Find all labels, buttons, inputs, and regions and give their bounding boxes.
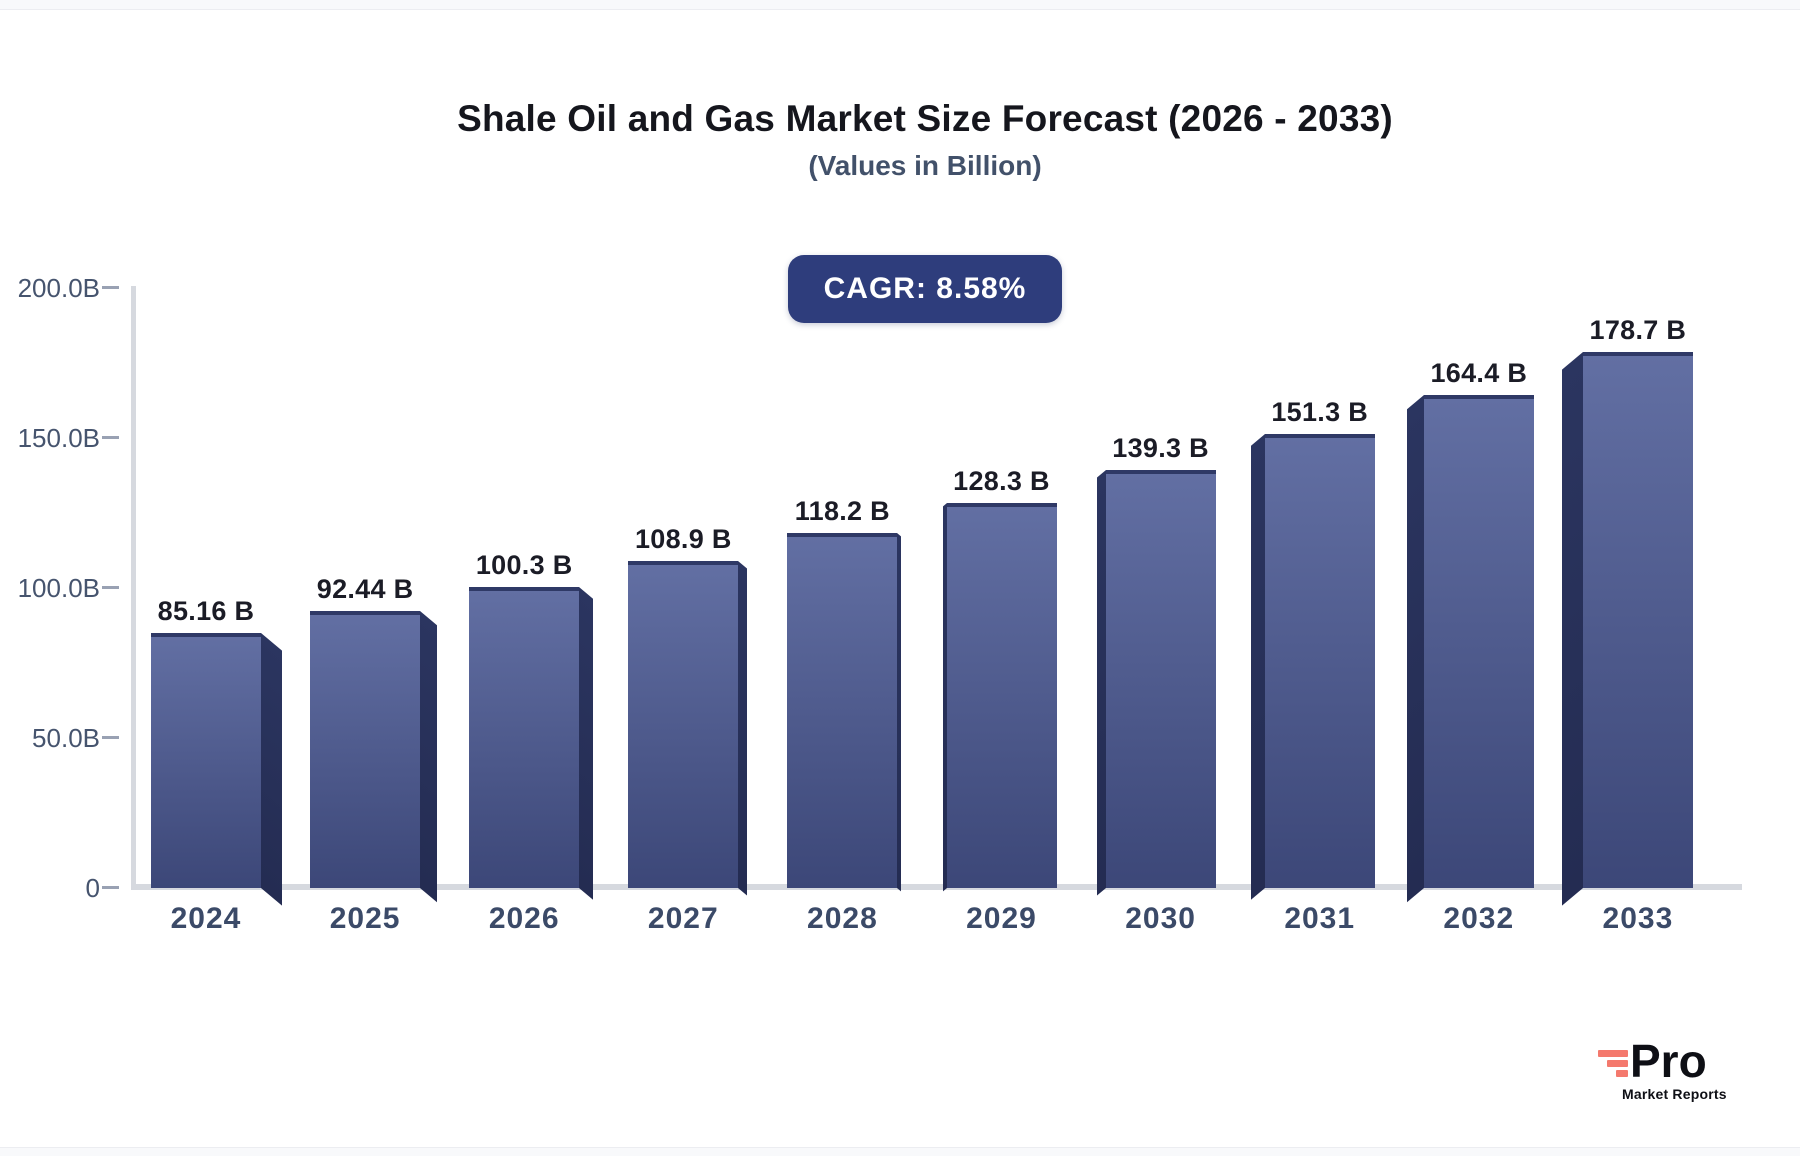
x-tick-label: 2031 — [1284, 902, 1356, 935]
bar-value-label: 100.3 B — [475, 550, 573, 580]
bar-front-2026 — [469, 587, 580, 888]
bar-front-2033 — [1582, 352, 1693, 888]
bar-value-label: 108.9 B — [634, 524, 732, 554]
x-tick-label: 2032 — [1443, 902, 1515, 935]
bar-front-2031 — [1264, 434, 1375, 888]
x-tick-label: 2028 — [807, 902, 878, 935]
bar-front-2032 — [1423, 395, 1534, 888]
bar-side-2025 — [420, 611, 438, 903]
bar-side-2027 — [738, 561, 748, 896]
logo-brand-text: Pro — [1630, 1035, 1707, 1087]
bar-side-2026 — [579, 587, 594, 900]
bar-value-label: 85.16 B — [157, 596, 255, 626]
bar-value-label: 92.44 B — [316, 574, 414, 604]
chart-subtitle: (Values in Billion) — [808, 150, 1042, 181]
x-tick-label: 2025 — [329, 902, 401, 935]
logo-tagline-text: Market Reports — [1622, 1086, 1727, 1102]
x-tick-label: 2024 — [170, 902, 242, 935]
y-tick-label: 0 — [85, 873, 100, 903]
bar-front-2025 — [310, 611, 421, 888]
x-tick-label: 2030 — [1125, 902, 1196, 935]
bar-value-label: 118.2 B — [794, 496, 890, 526]
bar-side-2024 — [261, 633, 282, 906]
bar-side-2030 — [1096, 470, 1106, 896]
y-tick-mark — [102, 286, 119, 289]
bar-side-2031 — [1250, 434, 1265, 900]
bottom-edge-strip — [0, 1147, 1800, 1156]
x-tick-label: 2029 — [966, 902, 1037, 935]
y-axis-line — [131, 286, 136, 890]
y-tick-label: 200.0B — [17, 273, 100, 303]
bar-front-2028 — [787, 533, 898, 888]
bar-front-2029 — [946, 503, 1057, 888]
y-tick-label: 150.0B — [17, 423, 100, 453]
brand-logo: Pro Market Reports — [1598, 1038, 1798, 1102]
logo-bars-icon — [1598, 1049, 1628, 1077]
x-tick-label: 2033 — [1602, 902, 1674, 935]
cagr-badge: CAGR: 8.58% — [788, 255, 1062, 323]
bar-front-2030 — [1105, 470, 1216, 888]
bar-side-2033 — [1561, 352, 1583, 906]
x-tick-label: 2026 — [488, 902, 560, 935]
y-tick-mark — [102, 436, 119, 439]
bar-value-label: 151.3 B — [1271, 397, 1369, 427]
x-tick-label: 2027 — [647, 902, 719, 935]
y-tick-label: 100.0B — [17, 573, 100, 603]
y-tick-mark — [102, 586, 119, 589]
bar-side-2028 — [897, 533, 902, 892]
bar-value-label: 164.4 B — [1430, 358, 1528, 388]
y-tick-mark — [102, 886, 119, 889]
y-tick-mark — [102, 736, 119, 739]
bar-front-2024 — [151, 633, 261, 888]
y-tick-label: 50.0B — [32, 723, 100, 753]
bar-value-label: 128.3 B — [953, 466, 1050, 496]
x-axis-line — [131, 884, 1742, 890]
bar-value-label: 178.7 B — [1589, 315, 1687, 345]
bar-front-2027 — [628, 561, 739, 888]
bar-value-label: 139.3 B — [1112, 433, 1209, 463]
bar-side-2032 — [1406, 395, 1424, 903]
chart-title: Shale Oil and Gas Market Size Forecast (… — [457, 98, 1393, 139]
top-edge-strip — [0, 0, 1800, 10]
